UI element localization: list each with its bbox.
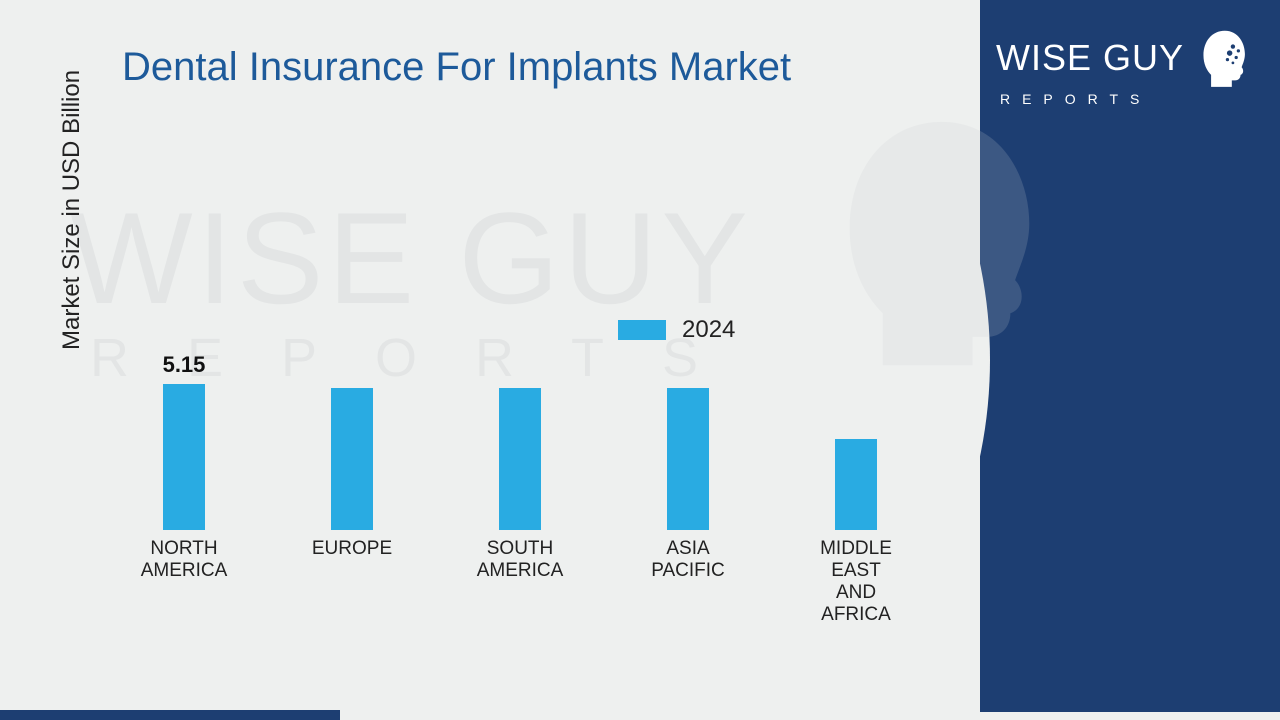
y-axis-label: Market Size in USD Billion xyxy=(58,70,86,350)
x-tick-label: MIDDLEEASTANDAFRICA xyxy=(772,538,940,625)
brand-logo-text: WISE GUY xyxy=(996,40,1184,76)
x-tick-label: ASIAPACIFIC xyxy=(604,538,772,582)
bar-value-label: 5.15 xyxy=(163,352,206,378)
head-icon xyxy=(1192,28,1252,88)
brand-logo-main: WISE GUY xyxy=(996,28,1252,88)
brand-logo-sub: REPORTS xyxy=(996,92,1252,106)
legend: 2024 xyxy=(618,316,735,344)
legend-label: 2024 xyxy=(682,316,735,344)
watermark-head-icon xyxy=(810,110,1050,370)
bar xyxy=(667,388,709,530)
chart-canvas: WISE GUY REPORTS Dental Insurance For Im… xyxy=(0,0,1280,720)
bottom-accent-bar xyxy=(0,710,340,720)
bar xyxy=(835,439,877,530)
brand-logo: WISE GUY REPORTS xyxy=(996,28,1252,106)
bar xyxy=(163,384,205,530)
x-tick-label: SOUTHAMERICA xyxy=(436,538,604,582)
chart-title: Dental Insurance For Implants Market xyxy=(122,44,791,90)
x-tick-label: EUROPE xyxy=(268,538,436,560)
bar xyxy=(331,388,373,530)
legend-swatch xyxy=(618,320,666,340)
bar xyxy=(499,388,541,530)
x-tick-label: NORTHAMERICA xyxy=(100,538,268,582)
plot-area: 5.15 xyxy=(100,360,940,530)
